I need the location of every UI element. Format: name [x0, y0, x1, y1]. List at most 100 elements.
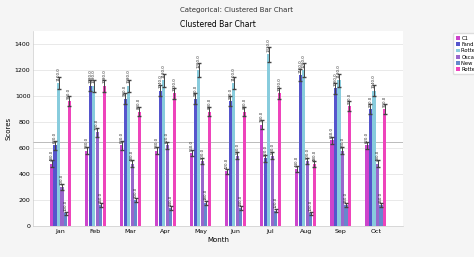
Bar	[271, 156, 274, 226]
Bar	[236, 156, 239, 226]
Bar	[155, 151, 158, 226]
Text: 1040.0: 1040.0	[372, 75, 376, 88]
Text: 980.0: 980.0	[193, 85, 197, 96]
Text: 140.0: 140.0	[239, 194, 243, 206]
Text: 1100.0: 1100.0	[232, 67, 236, 81]
Text: 620.0: 620.0	[365, 132, 369, 143]
Bar	[169, 208, 173, 226]
Bar	[232, 83, 236, 226]
Bar	[57, 83, 60, 226]
Bar	[267, 54, 271, 226]
Text: 180.0: 180.0	[204, 189, 208, 200]
Bar	[99, 205, 102, 226]
Bar	[194, 98, 197, 226]
Text: 900.0: 900.0	[383, 95, 386, 107]
Text: 1100.0: 1100.0	[56, 67, 61, 81]
Bar	[124, 98, 127, 226]
Bar	[330, 140, 334, 226]
Bar	[162, 80, 165, 226]
Text: 1080.0: 1080.0	[102, 69, 106, 83]
Text: 660.0: 660.0	[330, 127, 334, 138]
Legend: C1, Fandango, Rotten Tom., Oscars, New York, RottenTomato: C1, Fandango, Rotten Tom., Oscars, New Y…	[454, 33, 474, 74]
Text: 580.0: 580.0	[85, 137, 89, 148]
Text: 620.0: 620.0	[165, 132, 169, 143]
Text: 140.0: 140.0	[169, 194, 173, 206]
Text: 1020.0: 1020.0	[172, 77, 176, 91]
Bar	[278, 93, 281, 226]
Bar	[260, 125, 264, 226]
Bar	[337, 80, 340, 226]
Text: 480.0: 480.0	[312, 150, 317, 161]
Text: 1200.0: 1200.0	[302, 54, 306, 68]
Bar	[197, 70, 201, 226]
Bar	[295, 169, 299, 226]
Bar	[50, 164, 53, 226]
Bar	[165, 145, 169, 226]
Text: 100.0: 100.0	[309, 199, 313, 211]
Bar	[383, 109, 386, 226]
Text: 120.0: 120.0	[274, 197, 278, 208]
Bar	[85, 151, 88, 226]
Text: 580.0: 580.0	[340, 137, 345, 148]
Bar	[131, 164, 134, 226]
Bar	[302, 70, 305, 226]
Bar	[96, 132, 99, 226]
Text: 200.0: 200.0	[134, 187, 137, 198]
Text: 1060.0: 1060.0	[333, 72, 337, 86]
Text: 1200.0: 1200.0	[197, 54, 201, 68]
Text: 1080.0: 1080.0	[88, 69, 92, 83]
Text: 300.0: 300.0	[60, 173, 64, 185]
Text: 480.0: 480.0	[50, 150, 54, 161]
Bar	[310, 213, 312, 226]
Text: 540.0: 540.0	[235, 142, 239, 153]
Text: 1120.0: 1120.0	[337, 64, 341, 78]
Bar	[159, 91, 162, 226]
Text: 960.0: 960.0	[228, 88, 232, 99]
Text: 920.0: 920.0	[347, 93, 351, 104]
Bar	[334, 88, 337, 226]
Bar	[67, 101, 71, 226]
Text: 780.0: 780.0	[260, 111, 264, 122]
Bar	[306, 161, 309, 226]
Text: 160.0: 160.0	[344, 192, 348, 203]
Bar	[313, 164, 316, 226]
Bar	[379, 205, 383, 226]
Text: 1320.0: 1320.0	[267, 38, 271, 52]
Text: 620.0: 620.0	[53, 132, 57, 143]
Bar	[173, 93, 176, 226]
Bar	[369, 109, 372, 226]
Bar	[54, 145, 57, 226]
Text: 1160.0: 1160.0	[299, 59, 302, 73]
Bar	[89, 86, 91, 226]
Text: 1080.0: 1080.0	[91, 69, 96, 83]
Text: Categorical: Clustered Bar Chart: Categorical: Clustered Bar Chart	[181, 7, 293, 13]
Bar	[243, 112, 246, 226]
Bar	[225, 171, 228, 226]
Bar	[264, 159, 267, 226]
Bar	[274, 210, 277, 226]
Text: 1120.0: 1120.0	[162, 64, 166, 78]
Bar	[102, 86, 106, 226]
Bar	[120, 145, 123, 226]
Bar	[208, 112, 211, 226]
Text: 480.0: 480.0	[130, 150, 134, 161]
X-axis label: Month: Month	[207, 237, 229, 243]
Text: 980.0: 980.0	[123, 85, 127, 96]
Bar	[348, 106, 351, 226]
Text: 900.0: 900.0	[368, 95, 373, 107]
Text: 1020.0: 1020.0	[277, 77, 282, 91]
Text: 1080.0: 1080.0	[127, 69, 131, 83]
Text: 880.0: 880.0	[207, 98, 211, 109]
Bar	[134, 200, 137, 226]
Bar	[92, 86, 95, 226]
Text: 1040.0: 1040.0	[158, 75, 162, 88]
Bar	[64, 213, 67, 226]
Bar	[376, 164, 379, 226]
Text: 720.0: 720.0	[95, 119, 99, 130]
Bar	[345, 205, 347, 226]
Bar	[373, 91, 375, 226]
Text: 100.0: 100.0	[64, 199, 68, 211]
Text: 420.0: 420.0	[225, 158, 229, 169]
Text: 880.0: 880.0	[137, 98, 141, 109]
Text: 500.0: 500.0	[305, 148, 310, 159]
